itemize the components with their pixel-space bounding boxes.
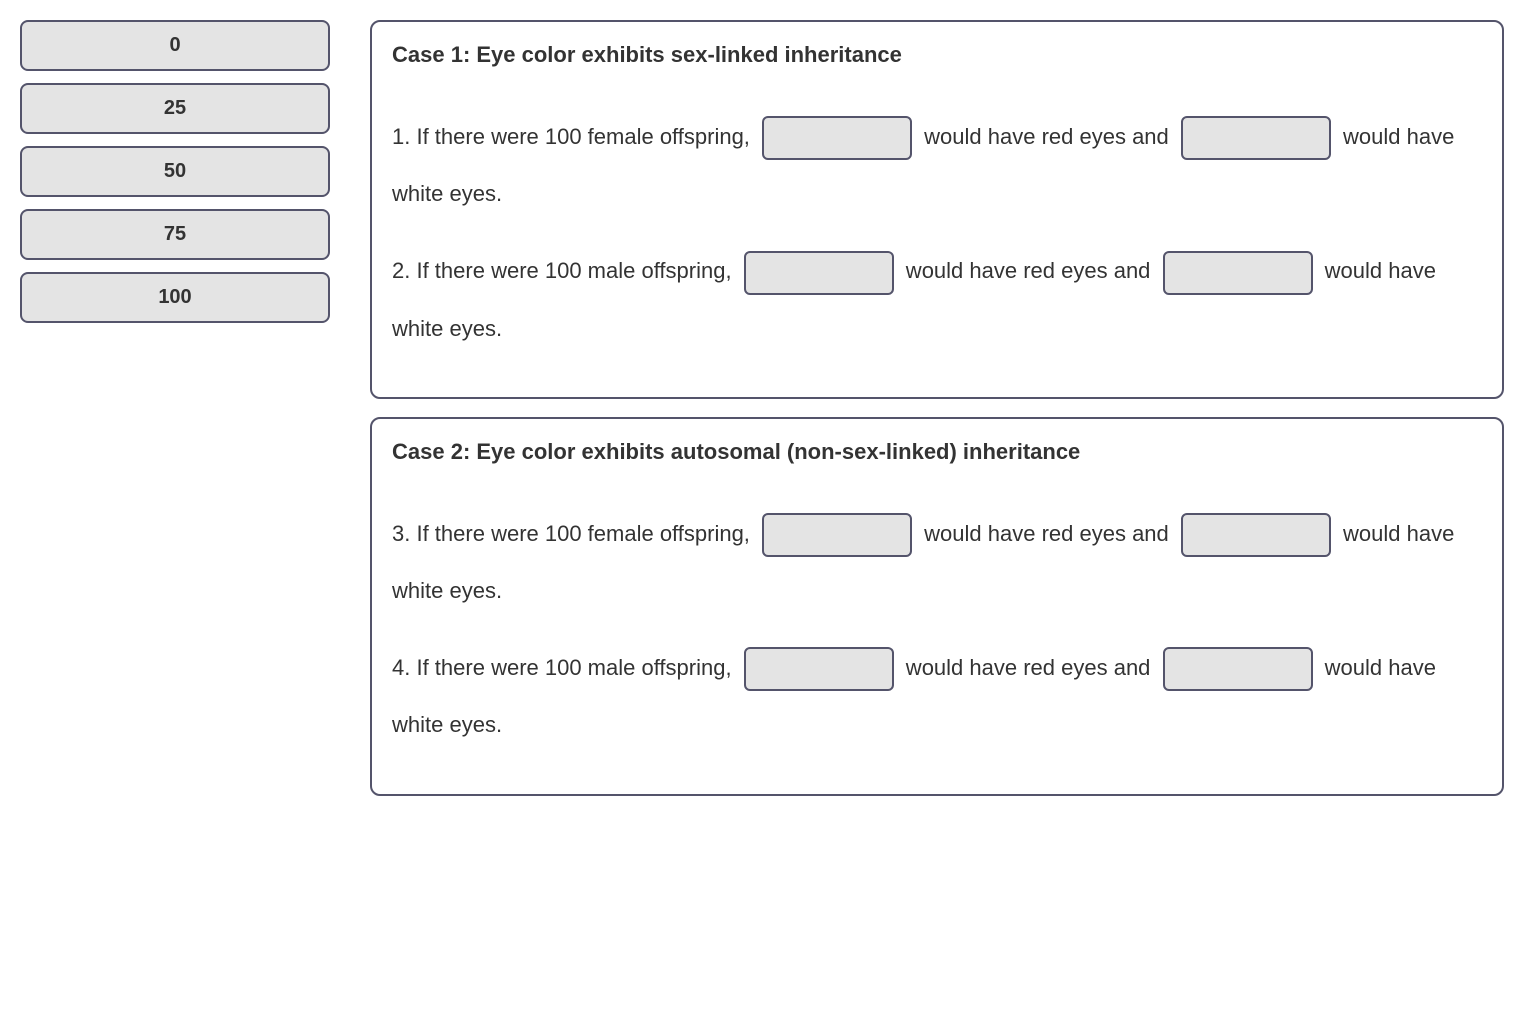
q1-num: 1. — [392, 124, 410, 149]
q1-slot-red[interactable] — [762, 116, 912, 160]
q4-mid: would have red eyes and — [900, 655, 1157, 680]
q4-slot-red[interactable] — [744, 647, 894, 691]
q4-lead: If there were 100 male offspring, — [410, 655, 737, 680]
question-4: 4. If there were 100 male offspring, wou… — [392, 639, 1482, 753]
q3-slot-red[interactable] — [762, 513, 912, 557]
case-1-title: Case 1: Eye color exhibits sex-linked in… — [392, 42, 1482, 68]
case-2-title: Case 2: Eye color exhibits autosomal (no… — [392, 439, 1482, 465]
choice-75[interactable]: 75 — [20, 209, 330, 260]
q2-num: 2. — [392, 258, 410, 283]
question-3: 3. If there were 100 female offspring, w… — [392, 505, 1482, 619]
cases-column: Case 1: Eye color exhibits sex-linked in… — [370, 20, 1504, 796]
q2-slot-red[interactable] — [744, 251, 894, 295]
answer-choices: 0 25 50 75 100 — [20, 20, 330, 323]
choice-25[interactable]: 25 — [20, 83, 330, 134]
choice-100[interactable]: 100 — [20, 272, 330, 323]
q4-slot-white[interactable] — [1163, 647, 1313, 691]
exercise-layout: 0 25 50 75 100 Case 1: Eye color exhibit… — [20, 20, 1504, 796]
q4-num: 4. — [392, 655, 410, 680]
case-2: Case 2: Eye color exhibits autosomal (no… — [370, 417, 1504, 796]
q3-slot-white[interactable] — [1181, 513, 1331, 557]
q2-slot-white[interactable] — [1163, 251, 1313, 295]
q1-lead: If there were 100 female offspring, — [410, 124, 756, 149]
q1-slot-white[interactable] — [1181, 116, 1331, 160]
q3-num: 3. — [392, 521, 410, 546]
q1-mid: would have red eyes and — [918, 124, 1175, 149]
choice-0[interactable]: 0 — [20, 20, 330, 71]
q2-mid: would have red eyes and — [900, 258, 1157, 283]
q2-lead: If there were 100 male offspring, — [410, 258, 737, 283]
q3-mid: would have red eyes and — [918, 521, 1175, 546]
question-2: 2. If there were 100 male offspring, wou… — [392, 242, 1482, 356]
case-1: Case 1: Eye color exhibits sex-linked in… — [370, 20, 1504, 399]
q3-lead: If there were 100 female offspring, — [410, 521, 756, 546]
choice-50[interactable]: 50 — [20, 146, 330, 197]
question-1: 1. If there were 100 female offspring, w… — [392, 108, 1482, 222]
